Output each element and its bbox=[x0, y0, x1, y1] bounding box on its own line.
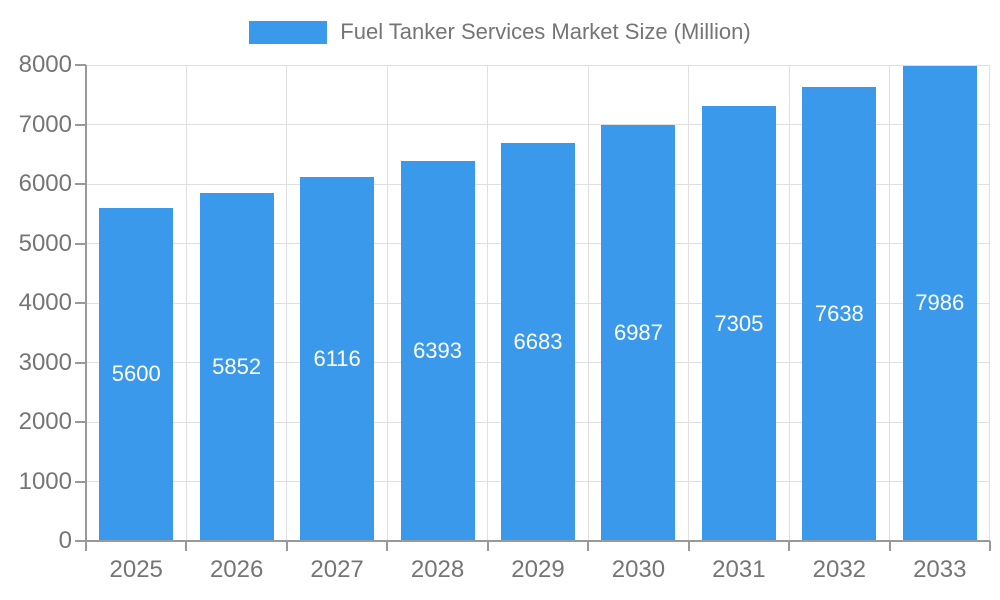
x-axis-tick bbox=[386, 541, 389, 551]
y-axis-line bbox=[85, 65, 87, 541]
v-gridline bbox=[286, 65, 288, 541]
legend-item[interactable]: Fuel Tanker Services Market Size (Millio… bbox=[0, 19, 1000, 45]
y-tick-label: 7000 bbox=[18, 110, 72, 138]
y-axis-tick bbox=[75, 123, 86, 126]
x-axis-tick bbox=[85, 541, 87, 551]
y-tick-label: 8000 bbox=[18, 51, 72, 78]
x-tick-label: 2031 bbox=[712, 556, 766, 583]
bar-2031[interactable]: 7305 bbox=[701, 106, 776, 541]
bar-2028[interactable]: 6393 bbox=[400, 160, 475, 541]
v-gridline bbox=[788, 65, 790, 541]
v-gridline bbox=[386, 65, 388, 541]
x-axis-tick bbox=[989, 541, 991, 551]
y-tick-label: 1000 bbox=[18, 467, 72, 495]
x-axis-tick bbox=[888, 541, 891, 551]
y-axis-tick bbox=[75, 421, 86, 423]
x-axis-line bbox=[85, 540, 990, 542]
bar-2032[interactable]: 7638 bbox=[802, 86, 877, 541]
x-tick-label: 2026 bbox=[209, 556, 264, 583]
y-axis-tick bbox=[75, 361, 86, 364]
bar-2025[interactable]: 5600 bbox=[99, 207, 174, 541]
v-gridline bbox=[185, 65, 187, 541]
y-tick-label: 6000 bbox=[18, 170, 72, 197]
bar-value-label: 6683 bbox=[513, 329, 563, 355]
v-gridline bbox=[889, 65, 891, 541]
h-gridline bbox=[86, 65, 990, 66]
bar-2033[interactable]: 7986 bbox=[902, 65, 977, 541]
y-axis-tick bbox=[75, 302, 86, 304]
bar-value-label: 5852 bbox=[212, 353, 262, 379]
bar-2030[interactable]: 6987 bbox=[601, 125, 676, 541]
bar-value-label: 5600 bbox=[111, 361, 161, 387]
x-axis-tick bbox=[687, 541, 690, 551]
x-tick-label: 2028 bbox=[410, 556, 465, 583]
x-axis-tick bbox=[285, 541, 288, 551]
y-axis-tick bbox=[75, 242, 86, 245]
v-gridline bbox=[487, 65, 489, 541]
bar-value-label: 6987 bbox=[613, 320, 663, 346]
y-tick-label: 0 bbox=[58, 527, 72, 554]
v-gridline bbox=[587, 65, 589, 541]
y-axis-tick bbox=[75, 64, 86, 66]
bar-value-label: 7638 bbox=[814, 300, 864, 326]
x-axis-tick bbox=[587, 541, 590, 551]
v-gridline bbox=[688, 65, 690, 541]
bar-value-label: 7986 bbox=[915, 290, 965, 316]
legend-swatch bbox=[249, 20, 328, 44]
y-axis-tick bbox=[75, 183, 86, 185]
bar-value-label: 7305 bbox=[714, 310, 764, 336]
y-tick-label: 4000 bbox=[18, 289, 72, 316]
h-gridline bbox=[86, 124, 990, 125]
legend-label: Fuel Tanker Services Market Size (Millio… bbox=[340, 19, 751, 44]
x-tick-label: 2025 bbox=[109, 556, 163, 583]
x-axis-tick bbox=[185, 541, 188, 551]
x-tick-label: 2030 bbox=[611, 556, 666, 583]
bar-value-label: 6393 bbox=[413, 337, 463, 363]
x-axis-tick bbox=[788, 541, 791, 551]
bar-value-label: 6116 bbox=[313, 346, 361, 372]
x-tick-label: 2032 bbox=[812, 556, 867, 583]
y-axis-tick bbox=[75, 540, 86, 542]
x-tick-label: 2027 bbox=[310, 556, 364, 583]
plot-area: 5600 5852 6116 6393 6683 6987 7305 7638 7986 bbox=[75, 64, 991, 551]
bar-2029[interactable]: 6683 bbox=[501, 143, 575, 541]
y-tick-label: 2000 bbox=[18, 408, 72, 435]
bar-2026[interactable]: 5852 bbox=[199, 192, 274, 541]
x-tick-label: 2029 bbox=[511, 556, 565, 583]
y-axis-tick bbox=[75, 480, 86, 483]
bar-2027[interactable]: 6116 bbox=[300, 177, 375, 541]
y-tick-label: 5000 bbox=[18, 229, 72, 257]
x-axis-tick bbox=[486, 541, 489, 551]
y-tick-label: 3000 bbox=[18, 348, 72, 376]
x-tick-label: 2033 bbox=[913, 556, 967, 583]
v-gridline bbox=[989, 65, 990, 541]
